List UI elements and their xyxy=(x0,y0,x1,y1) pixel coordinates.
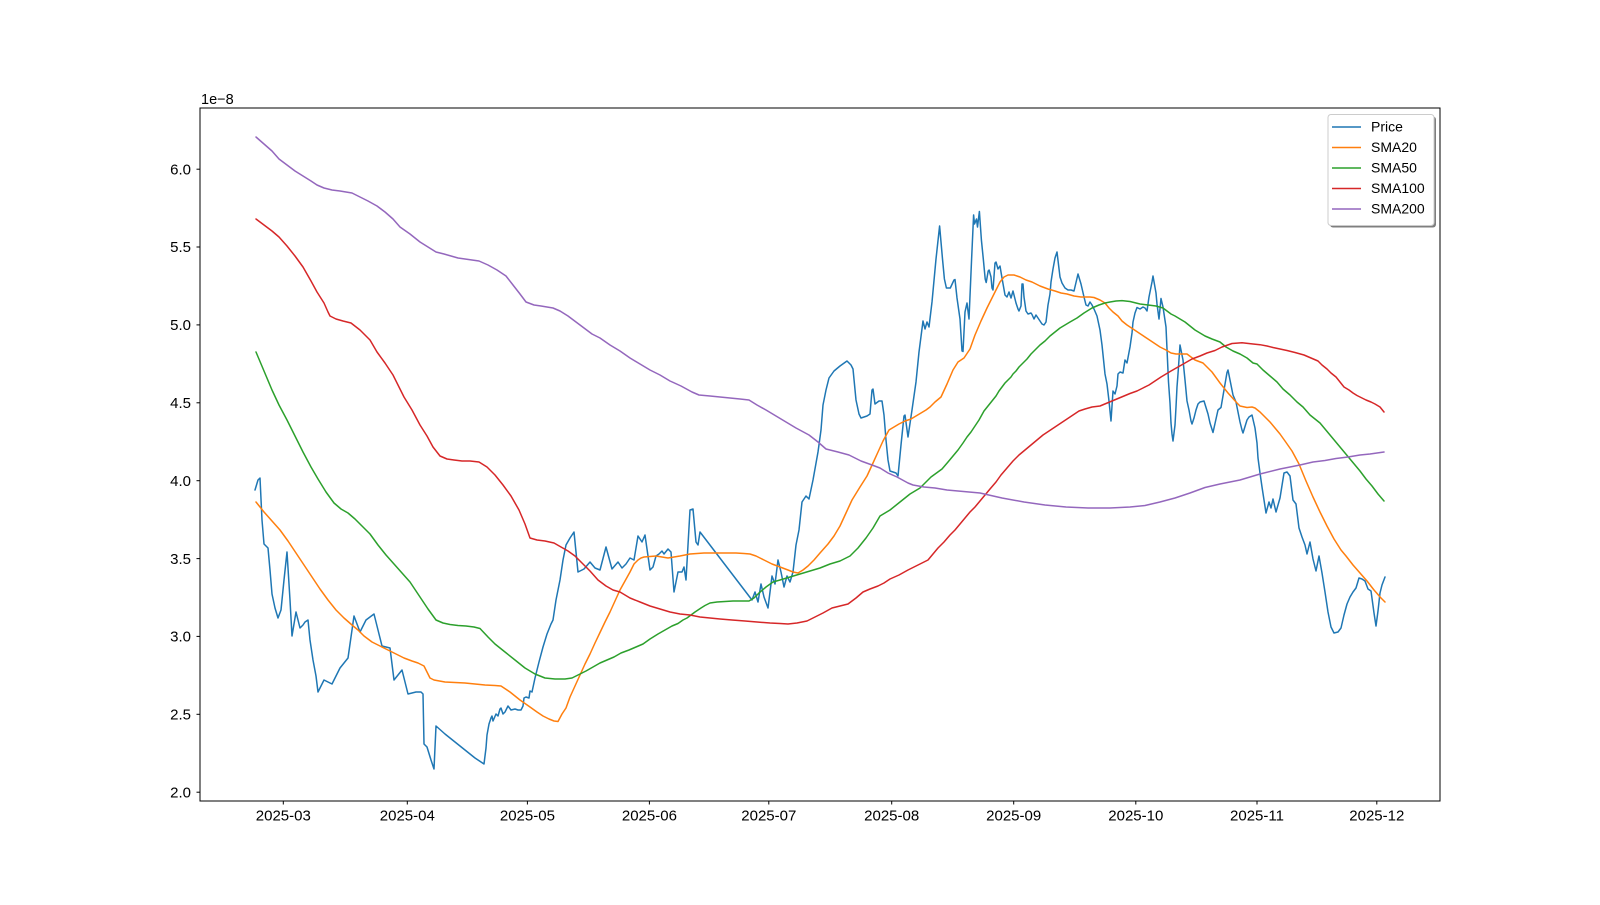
svg-text:Price: Price xyxy=(1371,119,1403,135)
svg-text:2025-03: 2025-03 xyxy=(256,808,311,825)
svg-text:SMA20: SMA20 xyxy=(1371,139,1417,155)
svg-text:2025-08: 2025-08 xyxy=(864,808,919,825)
svg-text:SMA50: SMA50 xyxy=(1371,160,1417,176)
svg-text:2025-07: 2025-07 xyxy=(741,808,796,825)
svg-text:4.0: 4.0 xyxy=(170,473,191,490)
svg-text:5.0: 5.0 xyxy=(170,317,191,334)
svg-text:2025-04: 2025-04 xyxy=(380,808,435,825)
svg-text:2025-12: 2025-12 xyxy=(1349,808,1404,825)
svg-text:6.0: 6.0 xyxy=(170,161,191,178)
svg-text:5.5: 5.5 xyxy=(170,239,191,256)
svg-text:2025-09: 2025-09 xyxy=(986,808,1041,825)
svg-text:4.5: 4.5 xyxy=(170,395,191,412)
svg-text:2025-10: 2025-10 xyxy=(1108,808,1163,825)
svg-text:2025-11: 2025-11 xyxy=(1230,808,1284,825)
svg-text:3.0: 3.0 xyxy=(170,629,191,646)
svg-text:2025-06: 2025-06 xyxy=(622,808,677,825)
svg-text:SMA100: SMA100 xyxy=(1371,180,1425,196)
svg-text:2025-05: 2025-05 xyxy=(500,808,555,825)
svg-text:2.5: 2.5 xyxy=(170,707,191,724)
svg-text:1e−8: 1e−8 xyxy=(201,92,234,108)
svg-text:2.0: 2.0 xyxy=(170,784,191,801)
svg-text:3.5: 3.5 xyxy=(170,551,191,568)
svg-text:SMA200: SMA200 xyxy=(1371,201,1425,217)
